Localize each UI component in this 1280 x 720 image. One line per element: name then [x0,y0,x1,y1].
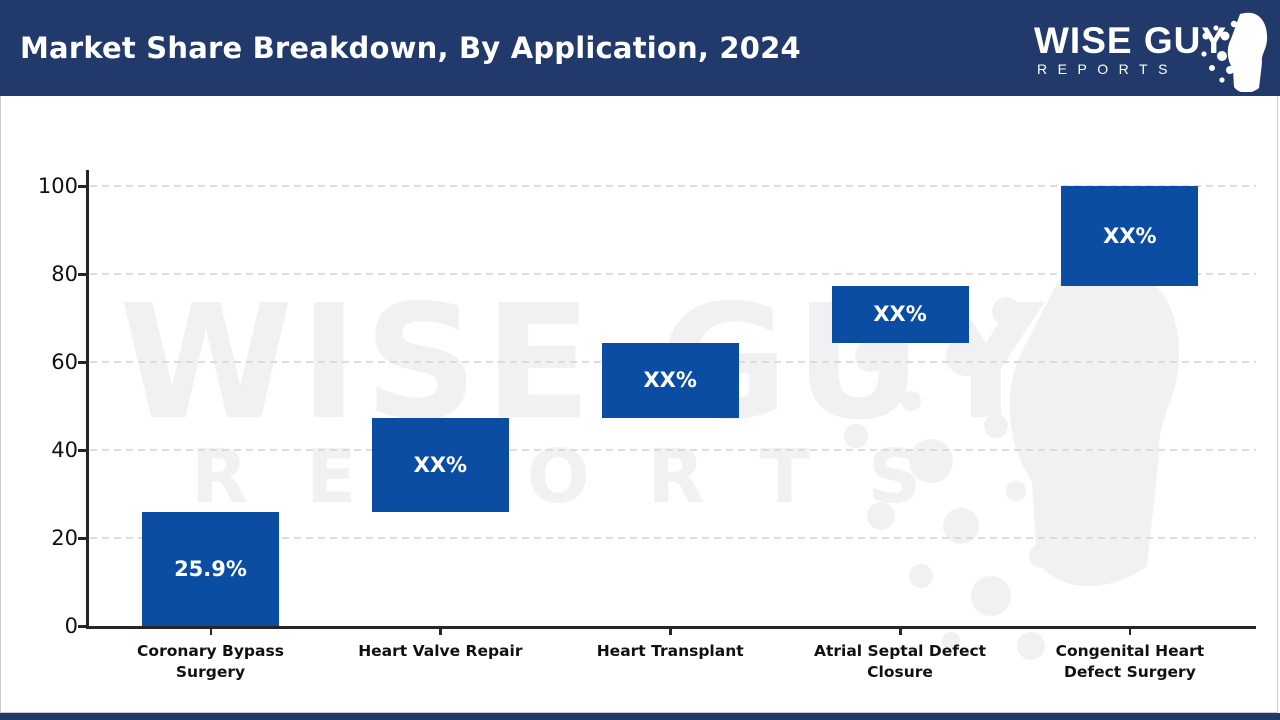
x-tick-mark [439,628,442,635]
logo-subtitle: REPORTS [1037,61,1178,77]
waterfall-bar [371,417,509,513]
x-axis-line [86,626,1256,629]
watermark-subtitle: REPORTS [191,434,980,520]
y-tick-label: 0 [64,614,78,638]
y-tick-mark [78,273,86,276]
y-tick-mark [78,625,86,628]
y-tick-mark [78,449,86,452]
x-category-label: Coronary Bypass Surgery [137,642,284,681]
x-tick-mark [1128,628,1132,635]
waterfall-bar [1061,186,1199,286]
x-tick-mark [669,628,672,635]
bar-value-label: XX% [413,452,468,477]
x-category-label: Heart Valve Repair [358,642,523,660]
y-tick-label: 100 [37,174,78,198]
x-tick-mark [209,628,212,635]
y-tick-label: 20 [51,526,78,550]
x-category-label: Heart Transplant [596,642,744,660]
gridline [90,185,1256,187]
logo-wordmark: WISE GUY [1034,20,1228,61]
gridline [90,273,1256,275]
x-tick-mark [899,628,902,635]
footer-bar [0,713,1280,720]
y-tick-mark [78,361,86,364]
bar-value-label: XX% [873,302,927,327]
logo-face-icon [1201,12,1268,92]
x-category-label: Congenital Heart Defect Surgery [1055,642,1205,681]
bar-value-label: XX% [643,368,697,393]
gridline [90,449,1256,451]
y-tick-label: 60 [51,350,78,374]
waterfall-bar [831,285,969,344]
y-tick-label: 40 [51,438,78,462]
waterfall-bar [142,512,279,626]
wiseguy-logo: WISE GUY REPORTS [1026,6,1268,92]
bar-value-label: 25.9% [174,557,247,582]
y-tick-mark [78,185,86,188]
waterfall-bar [601,343,739,418]
y-tick-label: 80 [51,262,78,286]
y-axis-line [86,170,89,628]
gridline [90,537,1256,539]
x-category-label: Atrial Septal Defect Closure [813,642,987,681]
page-title: Market Share Breakdown, By Application, … [20,31,801,65]
header-bar: Market Share Breakdown, By Application, … [0,0,1280,96]
bar-value-label: XX% [1103,223,1157,248]
y-tick-mark [78,537,86,540]
